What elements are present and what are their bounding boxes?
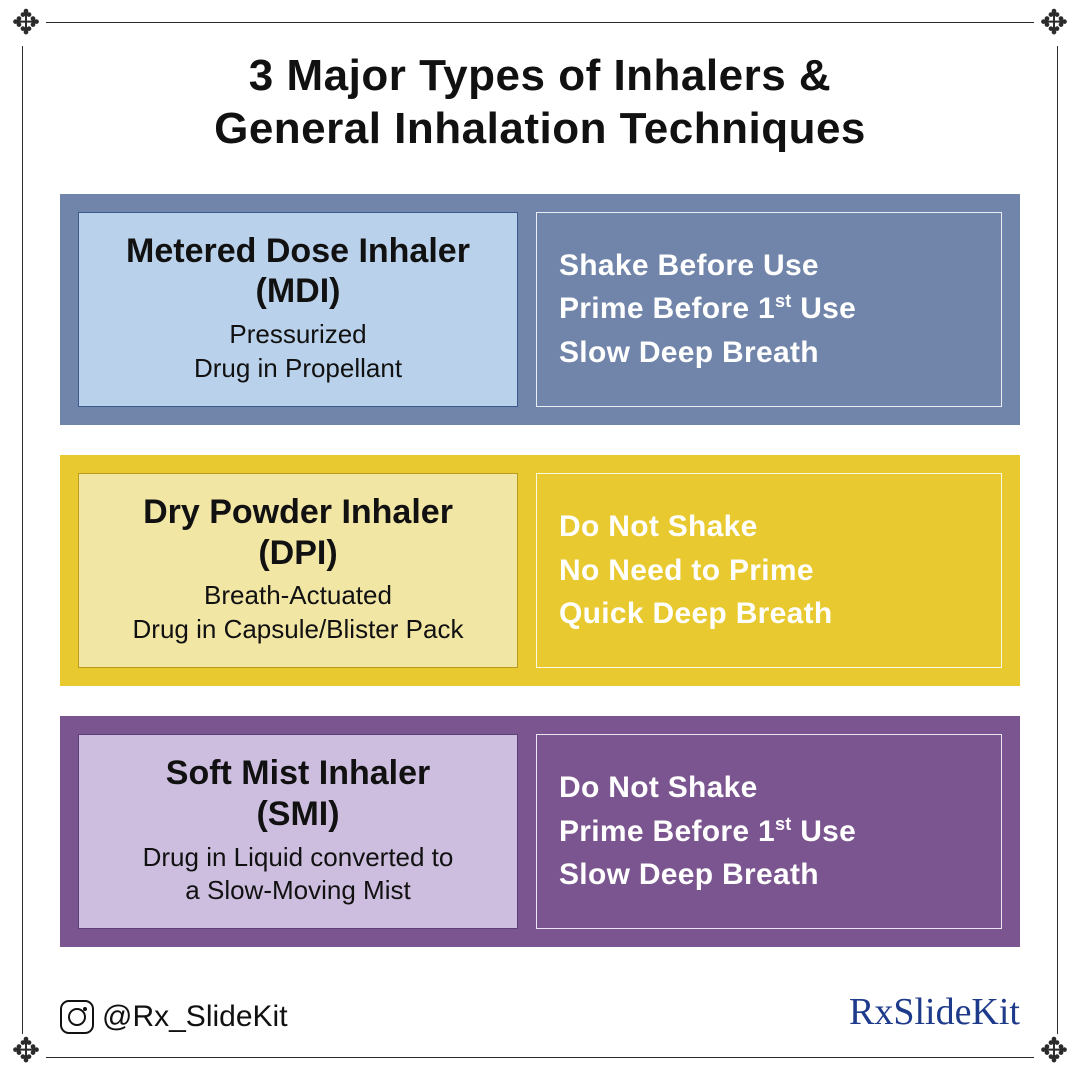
card-mdi-left: Metered Dose Inhaler (MDI) Pressurized D… — [78, 212, 518, 407]
mdi-tip-3: Slow Deep Breath — [559, 331, 979, 375]
corner-ornament-tr: ✥ — [1034, 6, 1074, 46]
dpi-tip-2: No Need to Prime — [559, 549, 979, 593]
mdi-subtitle: Pressurized Drug in Propellant — [194, 318, 402, 386]
smi-tip-1: Do Not Shake — [559, 766, 979, 810]
card-smi: Soft Mist Inhaler (SMI) Drug in Liquid c… — [60, 716, 1020, 947]
card-dpi: Dry Powder Inhaler (DPI) Breath-Actuated… — [60, 455, 1020, 686]
dpi-name: Dry Powder Inhaler (DPI) — [143, 492, 453, 574]
mdi-name: Metered Dose Inhaler (MDI) — [126, 231, 470, 313]
dpi-tip-3: Quick Deep Breath — [559, 592, 979, 636]
card-smi-left: Soft Mist Inhaler (SMI) Drug in Liquid c… — [78, 734, 518, 929]
card-dpi-right: Do Not Shake No Need to Prime Quick Deep… — [536, 473, 1002, 668]
card-mdi: Metered Dose Inhaler (MDI) Pressurized D… — [60, 194, 1020, 425]
card-dpi-left: Dry Powder Inhaler (DPI) Breath-Actuated… — [78, 473, 518, 668]
cards-container: Metered Dose Inhaler (MDI) Pressurized D… — [40, 194, 1040, 948]
mdi-tip-1: Shake Before Use — [559, 244, 979, 288]
title-line1: 3 Major Types of Inhalers & — [249, 51, 831, 100]
smi-tip-2: Prime Before 1st Use — [559, 810, 979, 854]
dpi-tip-1: Do Not Shake — [559, 505, 979, 549]
brand-logo: RxSlideKit — [849, 990, 1020, 1034]
title-line2: General Inhalation Techniques — [214, 104, 866, 153]
smi-name: Soft Mist Inhaler (SMI) — [166, 753, 430, 835]
card-mdi-right: Shake Before Use Prime Before 1st Use Sl… — [536, 212, 1002, 407]
footer: @Rx_SlideKit RxSlideKit — [60, 988, 1020, 1034]
smi-subtitle: Drug in Liquid converted to a Slow-Movin… — [143, 841, 454, 909]
dpi-subtitle: Breath-Actuated Drug in Capsule/Blister … — [133, 579, 464, 647]
social-handle[interactable]: @Rx_SlideKit — [60, 1000, 288, 1034]
content-area: 3 Major Types of Inhalers & General Inha… — [40, 40, 1040, 1040]
page-title: 3 Major Types of Inhalers & General Inha… — [40, 50, 1040, 156]
smi-tip-3: Slow Deep Breath — [559, 853, 979, 897]
mdi-tip-2: Prime Before 1st Use — [559, 287, 979, 331]
card-smi-right: Do Not Shake Prime Before 1st Use Slow D… — [536, 734, 1002, 929]
instagram-icon — [60, 1000, 94, 1034]
handle-text: @Rx_SlideKit — [102, 1000, 288, 1034]
corner-ornament-bl: ✥ — [6, 1034, 46, 1074]
corner-ornament-br: ✥ — [1034, 1034, 1074, 1074]
